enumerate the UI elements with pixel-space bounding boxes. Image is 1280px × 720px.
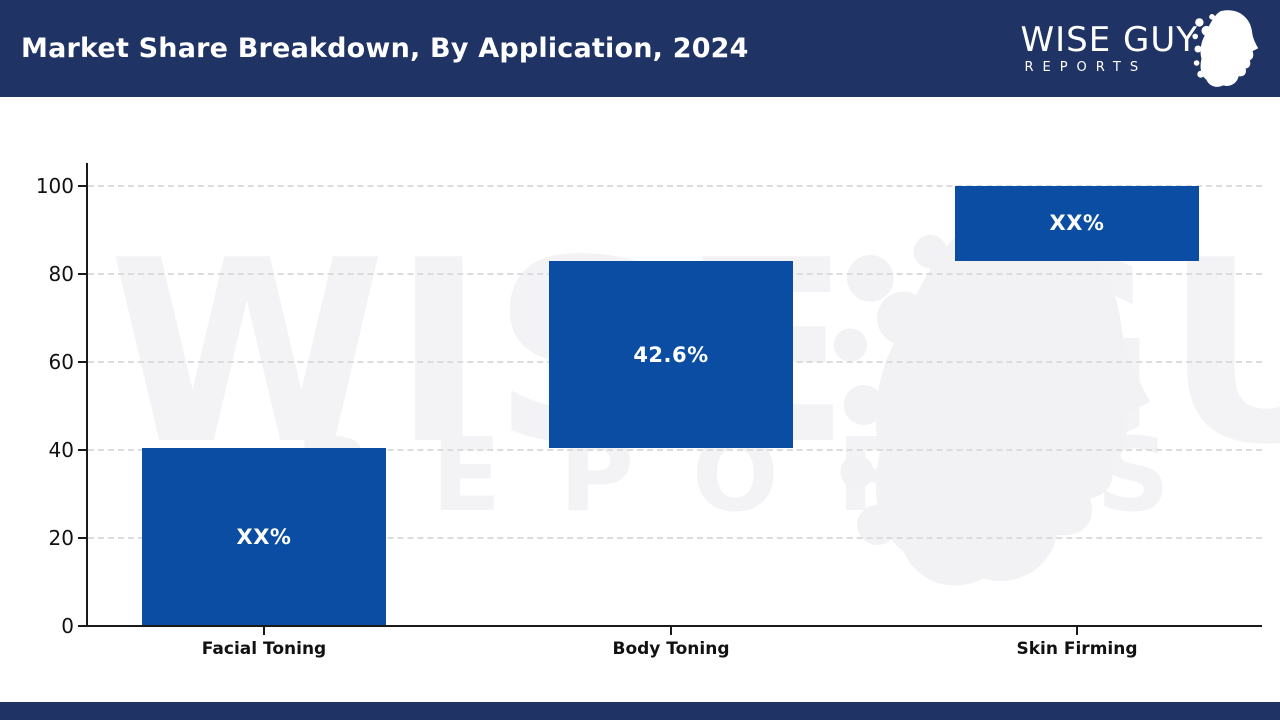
footer-band	[0, 702, 1280, 720]
y-tick-label: 20	[48, 526, 74, 550]
x-axis-line	[86, 625, 1262, 627]
bar-body-toning: 42.6%	[549, 260, 793, 449]
bar-value-label: XX%	[236, 525, 292, 550]
x-axis-label: Body Toning	[612, 639, 730, 659]
y-tick	[78, 185, 86, 187]
y-tick-label: 60	[48, 350, 74, 374]
y-tick	[78, 273, 86, 275]
gridline	[88, 537, 1262, 539]
y-tick-label: 80	[48, 262, 74, 286]
bar-facial-toning: XX%	[142, 448, 386, 626]
x-tick	[670, 627, 672, 635]
bar-skin-firming: XX%	[955, 186, 1199, 261]
gridline	[88, 185, 1262, 187]
wise-guy-logo: WISE GUY REPORTS	[1020, 6, 1268, 92]
x-axis-label: Facial Toning	[201, 639, 327, 659]
bar-value-label: XX%	[1049, 211, 1105, 236]
x-tick	[263, 627, 265, 635]
y-tick-label: 0	[61, 614, 74, 638]
y-axis-line	[86, 163, 88, 626]
y-tick	[78, 537, 86, 539]
bar-value-label: 42.6%	[633, 342, 709, 367]
logo-head-icon	[1192, 10, 1259, 87]
y-tick	[78, 625, 86, 627]
y-tick-label: 100	[35, 174, 74, 198]
gridline	[88, 449, 1262, 451]
logo-reports-text: REPORTS	[1024, 60, 1148, 76]
x-tick	[1076, 627, 1078, 635]
x-axis-label: Skin Firming	[1016, 639, 1138, 659]
y-tick	[78, 361, 86, 363]
y-tick-label: 40	[48, 438, 74, 462]
header-band: Market Share Breakdown, By Application, …	[0, 0, 1280, 97]
y-tick	[78, 449, 86, 451]
logo-wordmark: WISE GUY	[1020, 19, 1198, 60]
page-title: Market Share Breakdown, By Application, …	[21, 33, 749, 64]
